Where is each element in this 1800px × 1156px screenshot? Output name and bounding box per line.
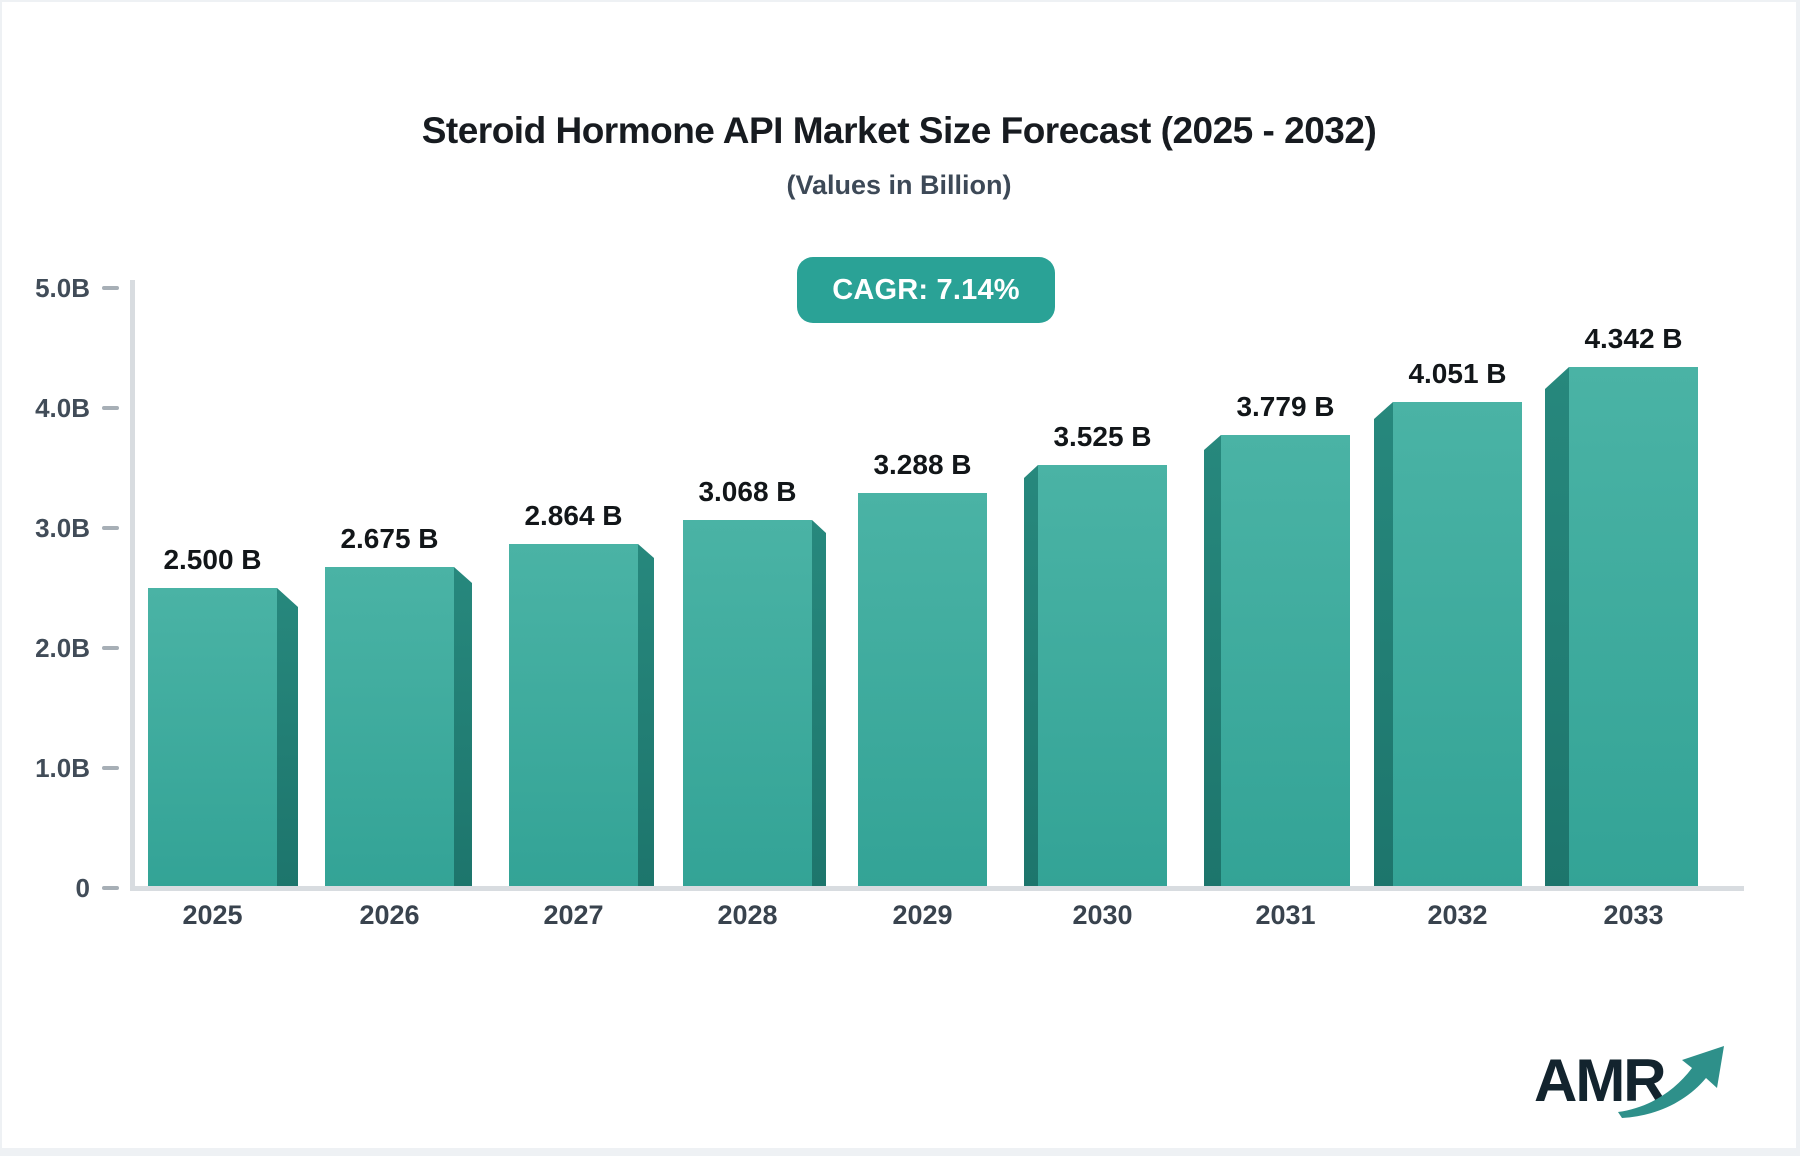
x-axis-baseline xyxy=(130,886,1744,891)
bar-side-face xyxy=(638,544,654,888)
bar-side-face xyxy=(1374,402,1393,888)
y-axis-tick-label: 0 xyxy=(75,873,90,903)
bar-side-face xyxy=(812,520,826,888)
x-axis-tick-label: 2033 xyxy=(1603,900,1664,930)
y-axis-tick-label: 3.0B xyxy=(35,513,90,543)
bar-value-label: 2.864 B xyxy=(524,500,623,531)
bar-value-label: 3.779 B xyxy=(1236,391,1335,422)
x-axis-tick-label: 2025 xyxy=(182,900,243,930)
bar-2026 xyxy=(325,567,454,888)
cagr-badge-label: CAGR: 7.14% xyxy=(832,273,1020,306)
bar-side-face xyxy=(1545,367,1569,888)
x-axis-tick-label: 2031 xyxy=(1255,900,1316,930)
y-axis-tick-mark xyxy=(102,886,119,890)
bar-value-label: 3.525 B xyxy=(1053,421,1152,452)
y-axis-tick-label: 1.0B xyxy=(35,753,90,783)
bar-side-face xyxy=(454,567,472,888)
y-axis-tick-mark xyxy=(102,766,119,770)
y-axis-tick-label: 4.0B xyxy=(35,393,90,423)
y-axis-line xyxy=(130,280,135,890)
y-axis-tick-mark xyxy=(102,286,119,290)
bar-value-label: 4.051 B xyxy=(1408,358,1507,389)
chart-title: Steroid Hormone API Market Size Forecast… xyxy=(421,110,1377,151)
y-axis-tick-label: 5.0B xyxy=(35,273,90,303)
bar-side-face xyxy=(277,588,298,888)
bar-2027 xyxy=(509,544,638,888)
bar-2033 xyxy=(1569,367,1698,888)
y-axis-tick-mark xyxy=(102,646,119,650)
x-axis-tick-label: 2027 xyxy=(543,900,604,930)
bar-value-label: 3.068 B xyxy=(698,476,797,507)
bar-2028 xyxy=(683,520,812,888)
y-axis-tick-label: 2.0B xyxy=(35,633,90,663)
bar-value-label: 3.288 B xyxy=(873,449,972,480)
bar-2030 xyxy=(1038,465,1167,888)
bar-2031 xyxy=(1221,435,1350,888)
x-axis-tick-label: 2028 xyxy=(717,900,778,930)
growth-arrow-icon xyxy=(1618,1046,1724,1118)
bar-value-label: 2.675 B xyxy=(340,523,439,554)
x-axis-tick-label: 2030 xyxy=(1072,900,1133,930)
x-axis-tick-label: 2032 xyxy=(1427,900,1488,930)
bar-2029 xyxy=(858,493,987,888)
bar-side-face xyxy=(1204,435,1221,888)
bar-value-label: 4.342 B xyxy=(1584,323,1683,354)
chart-subtitle: (Values in Billion) xyxy=(786,170,1012,200)
amr-logo: AMR xyxy=(1534,1038,1744,1118)
x-axis-tick-label: 2029 xyxy=(892,900,953,930)
cagr-badge: CAGR: 7.14% xyxy=(797,257,1055,323)
x-axis-tick-label: 2026 xyxy=(359,900,420,930)
bar-side-face xyxy=(1024,465,1038,888)
bar-2025 xyxy=(148,588,277,888)
y-axis-tick-mark xyxy=(102,406,119,410)
bar-value-label: 2.500 B xyxy=(163,544,262,575)
amr-logo-text: AMR xyxy=(1534,1047,1667,1114)
y-axis-tick-mark xyxy=(102,526,119,530)
bar-2032 xyxy=(1393,402,1522,888)
